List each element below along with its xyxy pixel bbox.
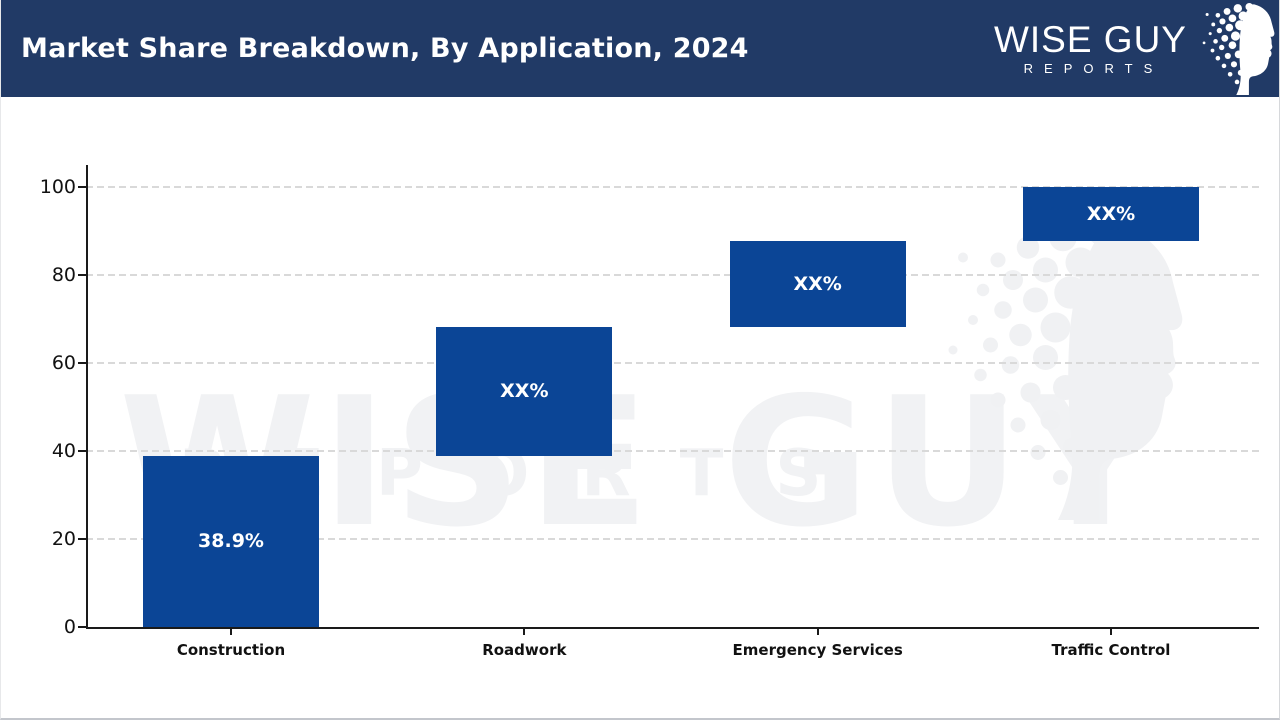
bar-construction [143,455,319,627]
bar-value-label-roadwork: XX% [500,380,549,403]
header: Market Share Breakdown, By Application, … [1,0,1279,97]
x-tick-traffic-control [1109,627,1112,635]
gridline-60 [86,362,1259,364]
plot-area: 0 20 40 60 80 100 38.9% Construction XX% Roadwork… [1,97,1279,718]
gridline-20 [86,538,1259,540]
y-tick-label-80: 80 [51,264,76,286]
x-tick-roadwork [523,627,526,635]
bar-traffic-control [1022,187,1199,242]
gridline-40 [86,450,1259,452]
y-tick-label-60: 60 [51,352,76,374]
x-tick-label-roadwork: Roadwork [482,641,567,659]
logo-subtitle: REPORTS [1023,61,1164,77]
y-tick-label-20: 20 [51,528,76,550]
bar-roadwork [436,326,613,456]
x-tick-label-emergency-services: Emergency Services [732,641,903,659]
brand-logo: WISE GUY REPORTS [993,2,1275,95]
logo-text: WISE GUY REPORTS [993,18,1187,77]
y-tick-100 [78,186,86,188]
y-tick-80 [78,274,86,276]
x-axis-line [86,627,1259,629]
x-tick-label-traffic-control: Traffic Control [1051,641,1171,659]
y-tick-40 [78,450,86,452]
page-title: Market Share Breakdown, By Application, … [21,33,749,64]
gridline-80 [86,274,1259,276]
y-axis-line [86,165,88,629]
y-tick-20 [78,538,86,540]
y-tick-label-0: 0 [63,616,76,638]
bar-value-label-construction: 38.9% [198,530,264,553]
y-tick-0 [78,626,86,628]
x-tick-construction [230,627,232,635]
y-tick-60 [78,362,86,364]
y-tick-label-40: 40 [51,440,76,462]
gridline-100 [86,186,1259,188]
x-tick-label-construction: Construction [176,641,286,659]
logo-face-icon [1173,2,1275,95]
y-tick-label-100: 100 [39,176,76,198]
bar-value-label-emergency-services: XX% [793,273,842,296]
bar-emergency-services [729,241,906,327]
bar-value-label-traffic-control: XX% [1086,203,1136,226]
chart-area: WISE GUY REPORTS 0 20 40 60 80 100 38.9% Con [1,97,1279,718]
x-tick-emergency-services [816,627,819,635]
logo-wordmark: WISE GUY [993,18,1187,60]
